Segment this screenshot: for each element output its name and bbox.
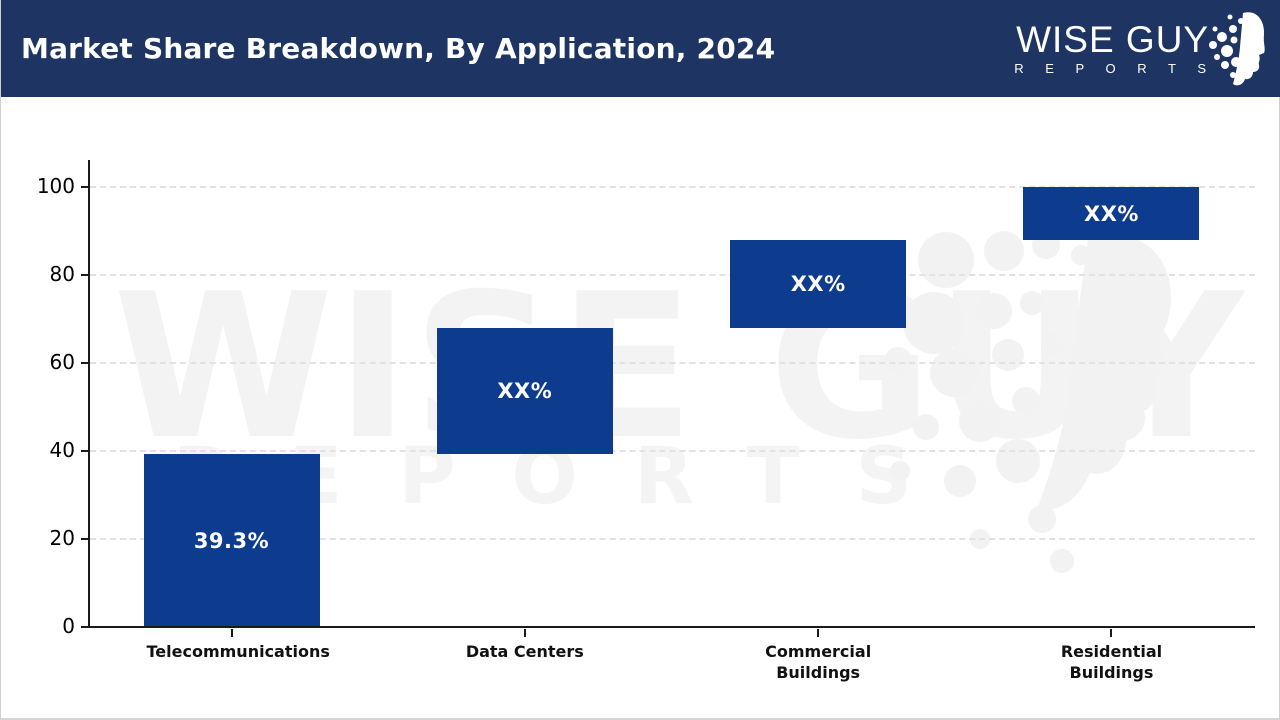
gridline (90, 274, 1255, 276)
x-axis-label: Commercial Buildings (765, 642, 872, 682)
x-tick-mark (523, 629, 526, 637)
watermark-head-dots (884, 231, 1172, 573)
y-tick-label: 100 (36, 174, 75, 198)
bar-residential-buildings: XX% (1023, 187, 1200, 241)
bar-telecommunications: 39.3% (143, 454, 320, 627)
x-tick-mark (230, 629, 233, 637)
gridline (90, 362, 1255, 364)
y-tick-mark (81, 626, 89, 628)
bar-value-label: 39.3% (193, 528, 270, 553)
y-tick-mark (81, 538, 89, 540)
y-tick-mark (81, 362, 89, 364)
x-tick-mark (1110, 629, 1113, 637)
y-tick-label: 0 (62, 614, 75, 638)
bar-value-label: XX% (1084, 201, 1139, 226)
brand-logo: WISE GUY R E P O R T S (1007, 6, 1267, 92)
bar-value-label: XX% (497, 378, 553, 403)
x-axis-label: Residential Buildings (1060, 642, 1163, 682)
y-tick-label: 80 (49, 262, 75, 286)
y-tick-label: 20 (49, 526, 75, 550)
y-tick-mark (81, 186, 89, 188)
bar-commercial-buildings: XX% (730, 240, 907, 328)
brand-subtitle: R E P O R T S (1014, 61, 1215, 76)
bar-value-label: XX% (790, 272, 846, 296)
y-tick-mark (81, 450, 89, 452)
y-axis (88, 160, 90, 628)
x-axis (81, 626, 1255, 628)
brand-logo-text: WISE GUY R E P O R T S (1010, 21, 1215, 77)
x-tick-mark (817, 629, 820, 637)
y-tick-label: 60 (49, 350, 75, 374)
brand-head-icon (1209, 12, 1265, 86)
gridline (90, 450, 1255, 452)
x-axis-label: Data Centers (465, 642, 584, 661)
chart-title: Market Share Breakdown, By Application, … (21, 32, 776, 65)
plot-area: 0 20 40 60 80 100 39.3% Telecommunications XX% Da… (1, 97, 1280, 720)
y-tick-mark (81, 274, 89, 276)
gridline (90, 538, 1255, 540)
watermark-text-large: WISE GUY (113, 251, 1246, 484)
y-tick-label: 40 (49, 438, 75, 462)
gridline (90, 186, 1255, 188)
header-bar: Market Share Breakdown, By Application, … (1, 0, 1280, 97)
brand-name: WISE GUY (1016, 19, 1210, 60)
bar-data-centers: XX% (436, 327, 613, 455)
x-axis-label: Telecommunications (146, 642, 330, 661)
